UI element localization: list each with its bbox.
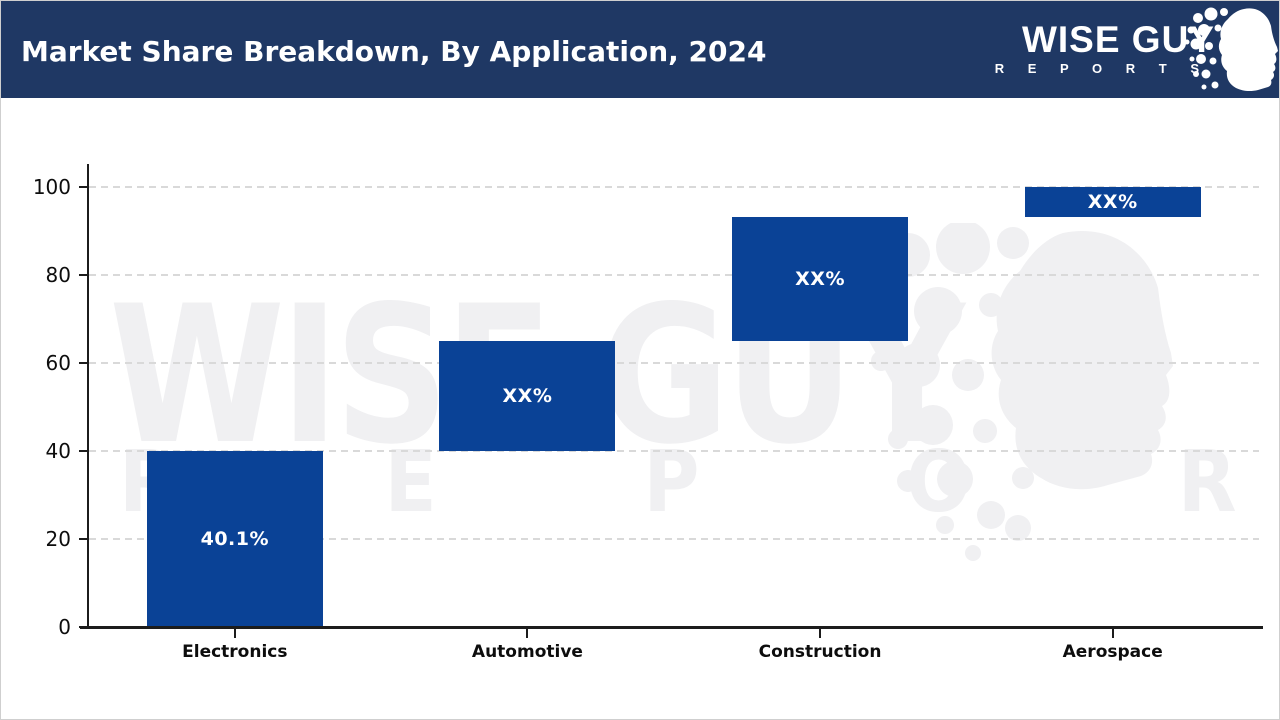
logo-face-icon xyxy=(1184,7,1278,92)
bar-aerospace: XX% xyxy=(1024,187,1201,218)
x-tick-aerospace xyxy=(1111,629,1114,638)
bar-value-label: XX% xyxy=(795,267,845,290)
logo-subtext: R E P O R T S xyxy=(994,61,1209,76)
bar-electronics: 40.1% xyxy=(146,450,323,627)
y-axis xyxy=(87,164,89,629)
y-tick-label-100: 100 xyxy=(32,175,71,199)
y-tick-80 xyxy=(79,274,89,276)
gridline-40 xyxy=(88,450,1259,452)
y-tick-20 xyxy=(79,538,89,540)
y-tick-label-20: 20 xyxy=(45,527,71,551)
gridline-60 xyxy=(88,362,1259,364)
x-label-aerospace: Aerospace xyxy=(1062,642,1163,662)
x-tick-construction xyxy=(819,629,822,638)
x-label-electronics: Electronics xyxy=(182,642,288,662)
x-label-automotive: Automotive xyxy=(471,642,583,662)
bar-construction: XX% xyxy=(732,217,909,341)
bar-automotive: XX% xyxy=(439,340,616,451)
y-tick-60 xyxy=(79,362,89,364)
y-tick-label-40: 40 xyxy=(45,439,71,463)
y-tick-label-80: 80 xyxy=(45,263,71,287)
gridline-20 xyxy=(88,538,1259,540)
y-tick-40 xyxy=(79,450,89,452)
x-tick-automotive xyxy=(526,629,529,638)
gridline-80 xyxy=(88,274,1259,276)
bar-value-label: XX% xyxy=(1087,191,1138,214)
gridline-100 xyxy=(88,186,1259,188)
y-tick-label-0: 0 xyxy=(58,615,71,639)
x-label-construction: Construction xyxy=(758,642,882,662)
y-tick-100 xyxy=(79,186,89,188)
bar-value-label: XX% xyxy=(502,384,553,407)
y-tick-label-60: 60 xyxy=(45,351,71,375)
logo-wordmark: WISE GUY xyxy=(1021,19,1215,60)
bar-value-label: 40.1% xyxy=(200,527,270,550)
header-bar: Market Share Breakdown, By Application, … xyxy=(1,1,1279,98)
x-tick-electronics xyxy=(233,629,236,638)
page-title: Market Share Breakdown, By Application, … xyxy=(21,35,767,68)
x-axis xyxy=(80,626,1263,629)
